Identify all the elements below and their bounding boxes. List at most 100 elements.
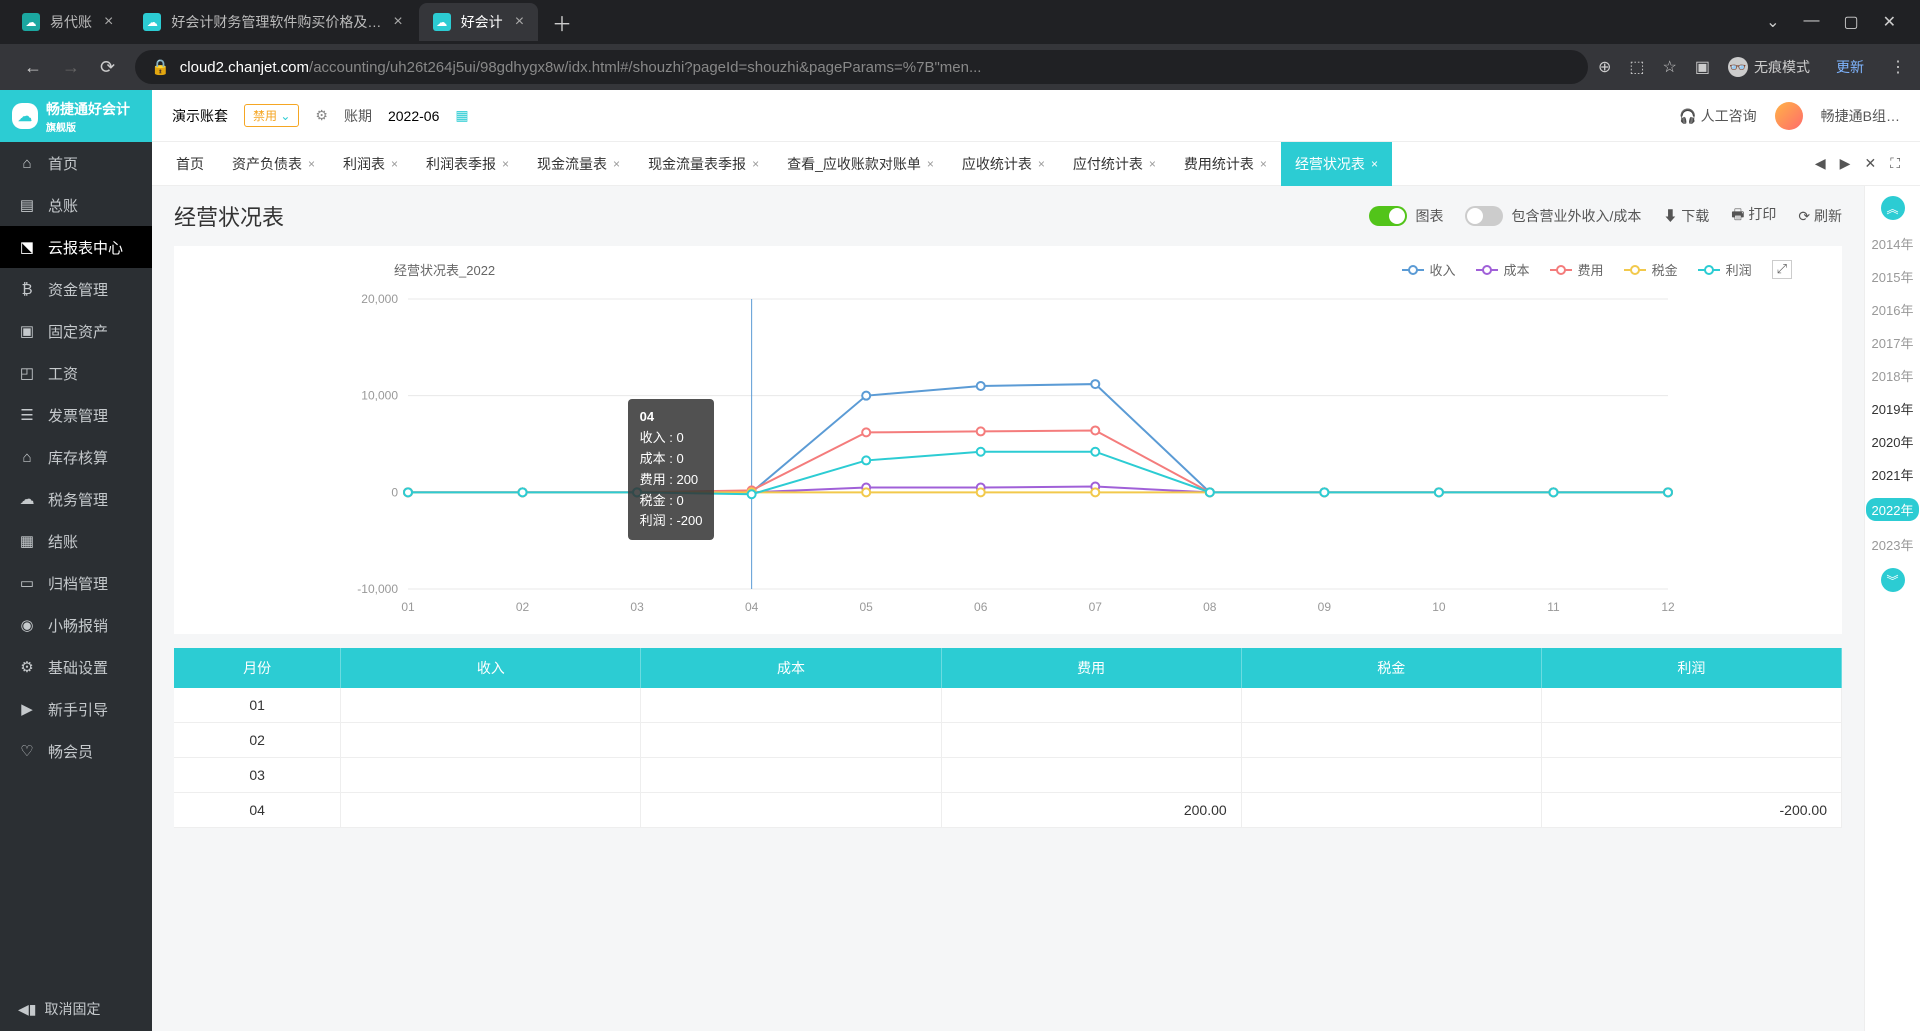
- lock-icon: 🔒: [151, 58, 170, 76]
- year-item[interactable]: 2017年: [1872, 333, 1914, 352]
- browser-tab[interactable]: ☁易代账×: [8, 3, 127, 41]
- year-scroll-up[interactable]: ︽: [1881, 196, 1905, 220]
- sidebar-item[interactable]: ⚙基础设置: [0, 646, 152, 688]
- tabs-next-icon[interactable]: ▶: [1840, 155, 1851, 172]
- year-item[interactable]: 2021年: [1872, 465, 1914, 484]
- maximize-icon[interactable]: ▢: [1843, 12, 1858, 32]
- download-button[interactable]: ⬇ 下载: [1663, 206, 1709, 226]
- page-tab[interactable]: 费用统计表×: [1170, 142, 1281, 186]
- page-tab[interactable]: 查看_应收账款对账单×: [773, 142, 948, 186]
- page-tab[interactable]: 应收统计表×: [948, 142, 1059, 186]
- page-tab-close-icon[interactable]: ×: [1371, 157, 1378, 171]
- sidebar-item[interactable]: ▤总账: [0, 184, 152, 226]
- year-item[interactable]: 2015年: [1872, 267, 1914, 286]
- legend-item[interactable]: 费用: [1550, 260, 1604, 279]
- page-tab-close-icon[interactable]: ×: [927, 157, 934, 171]
- tab-close-icon[interactable]: ×: [515, 13, 524, 31]
- sidebar-item[interactable]: ◉小畅报销: [0, 604, 152, 646]
- browser-tab[interactable]: ☁好会计×: [419, 3, 538, 41]
- url-input[interactable]: 🔒 cloud2.chanjet.com /accounting/uh26t26…: [135, 50, 1588, 84]
- page-tab-close-icon[interactable]: ×: [308, 157, 315, 171]
- close-window-icon[interactable]: ✕: [1883, 12, 1896, 32]
- back-button[interactable]: ←: [14, 57, 52, 78]
- logo-icon: ☁: [12, 103, 38, 129]
- page-tab[interactable]: 现金流量表季报×: [634, 142, 773, 186]
- year-item[interactable]: 2022年: [1866, 498, 1920, 521]
- settings-icon[interactable]: ⚙: [315, 107, 328, 124]
- tabs-prev-icon[interactable]: ◀: [1815, 155, 1826, 172]
- chevron-down-icon[interactable]: ⌄: [1766, 12, 1779, 32]
- sidebar-item[interactable]: ▶新手引导: [0, 688, 152, 730]
- sidebar-item[interactable]: ☰发票管理: [0, 394, 152, 436]
- chart-expand-icon[interactable]: ⤢: [1772, 260, 1792, 279]
- legend-item[interactable]: 收入: [1402, 260, 1456, 279]
- toggle-extra[interactable]: 包含营业外收入/成本: [1465, 206, 1641, 226]
- topbar: 演示账套 禁用 ⌄ ⚙ 账期 2022-06 ▦ 🎧 人工咨询 畅捷通B组…: [152, 90, 1920, 142]
- page-tab[interactable]: 经营状况表×: [1281, 142, 1392, 186]
- legend-item[interactable]: 利润: [1698, 260, 1752, 279]
- page-tab[interactable]: 利润表季报×: [412, 142, 523, 186]
- sidebar-item[interactable]: ⌂库存核算: [0, 436, 152, 478]
- tab-close-icon[interactable]: ×: [393, 13, 402, 31]
- page-tab-close-icon[interactable]: ×: [1260, 157, 1267, 171]
- account-name[interactable]: 演示账套: [172, 106, 228, 126]
- sidebar-item[interactable]: ☁税务管理: [0, 478, 152, 520]
- sidebar-item[interactable]: ♡畅会员: [0, 730, 152, 772]
- page-tab-close-icon[interactable]: ×: [1038, 157, 1045, 171]
- sidebar-item[interactable]: ▣固定资产: [0, 310, 152, 352]
- page-tab-close-icon[interactable]: ×: [613, 157, 620, 171]
- toggle-chart[interactable]: 图表: [1369, 206, 1443, 226]
- year-item[interactable]: 2014年: [1872, 234, 1914, 253]
- tab-close-icon[interactable]: ×: [104, 13, 113, 31]
- sidebar-unpin[interactable]: ◀▮ 取消固定: [0, 987, 152, 1031]
- refresh-button[interactable]: ⟳ 刷新: [1798, 206, 1842, 226]
- table-header: 费用: [941, 648, 1241, 688]
- sidebar-item[interactable]: ▭归档管理: [0, 562, 152, 604]
- page-tab-close-icon[interactable]: ×: [1149, 157, 1156, 171]
- legend-item[interactable]: 税金: [1624, 260, 1678, 279]
- year-item[interactable]: 2020年: [1872, 432, 1914, 451]
- tabs-close-all-icon[interactable]: ✕: [1864, 155, 1876, 172]
- page-tab[interactable]: 应付统计表×: [1059, 142, 1170, 186]
- logo-sub: 旗舰版: [46, 119, 130, 134]
- year-item[interactable]: 2019年: [1872, 399, 1914, 418]
- install-icon[interactable]: ▣: [1695, 57, 1710, 77]
- year-item[interactable]: 2023年: [1872, 535, 1914, 554]
- year-item[interactable]: 2016年: [1872, 300, 1914, 319]
- forward-button[interactable]: →: [52, 57, 90, 78]
- demo-badge[interactable]: 禁用 ⌄: [244, 104, 299, 127]
- page-tab[interactable]: 首页: [162, 142, 218, 186]
- page-tab-close-icon[interactable]: ×: [391, 157, 398, 171]
- page-tab-close-icon[interactable]: ×: [752, 157, 759, 171]
- avatar[interactable]: [1775, 102, 1803, 130]
- sidebar-item[interactable]: ₿资金管理: [0, 268, 152, 310]
- update-button[interactable]: 更新: [1828, 53, 1872, 81]
- new-tab-button[interactable]: ＋: [540, 8, 584, 37]
- calendar-icon[interactable]: ▦: [455, 107, 468, 124]
- page-tab[interactable]: 资产负债表×: [218, 142, 329, 186]
- tabs-expand-icon[interactable]: ⛶: [1890, 155, 1900, 172]
- year-scroll-down[interactable]: ︾: [1881, 568, 1905, 592]
- sidebar-item-icon: ◰: [18, 364, 36, 382]
- user-name[interactable]: 畅捷通B组…: [1821, 106, 1900, 126]
- svg-text:04: 04: [745, 600, 759, 614]
- period-value[interactable]: 2022-06: [388, 108, 439, 124]
- sidebar-item[interactable]: ⬔云报表中心: [0, 226, 152, 268]
- translate-icon[interactable]: ⬚: [1629, 57, 1644, 77]
- zoom-icon[interactable]: ⊕: [1598, 57, 1611, 77]
- year-item[interactable]: 2018年: [1872, 366, 1914, 385]
- reload-button[interactable]: ⟳: [90, 57, 125, 78]
- browser-tab[interactable]: ☁好会计财务管理软件购买价格及…×: [129, 3, 416, 41]
- page-tab-close-icon[interactable]: ×: [502, 157, 509, 171]
- minimize-icon[interactable]: —: [1803, 12, 1819, 32]
- print-button[interactable]: 🖶 打印: [1731, 204, 1776, 228]
- sidebar-item[interactable]: ◰工资: [0, 352, 152, 394]
- page-tab[interactable]: 利润表×: [329, 142, 412, 186]
- star-icon[interactable]: ☆: [1663, 57, 1677, 77]
- page-tab[interactable]: 现金流量表×: [523, 142, 634, 186]
- sidebar-item[interactable]: ⌂首页: [0, 142, 152, 184]
- consult-button[interactable]: 🎧 人工咨询: [1679, 106, 1756, 126]
- legend-item[interactable]: 成本: [1476, 260, 1530, 279]
- menu-icon[interactable]: ⋮: [1890, 57, 1906, 77]
- sidebar-item[interactable]: ▦结账: [0, 520, 152, 562]
